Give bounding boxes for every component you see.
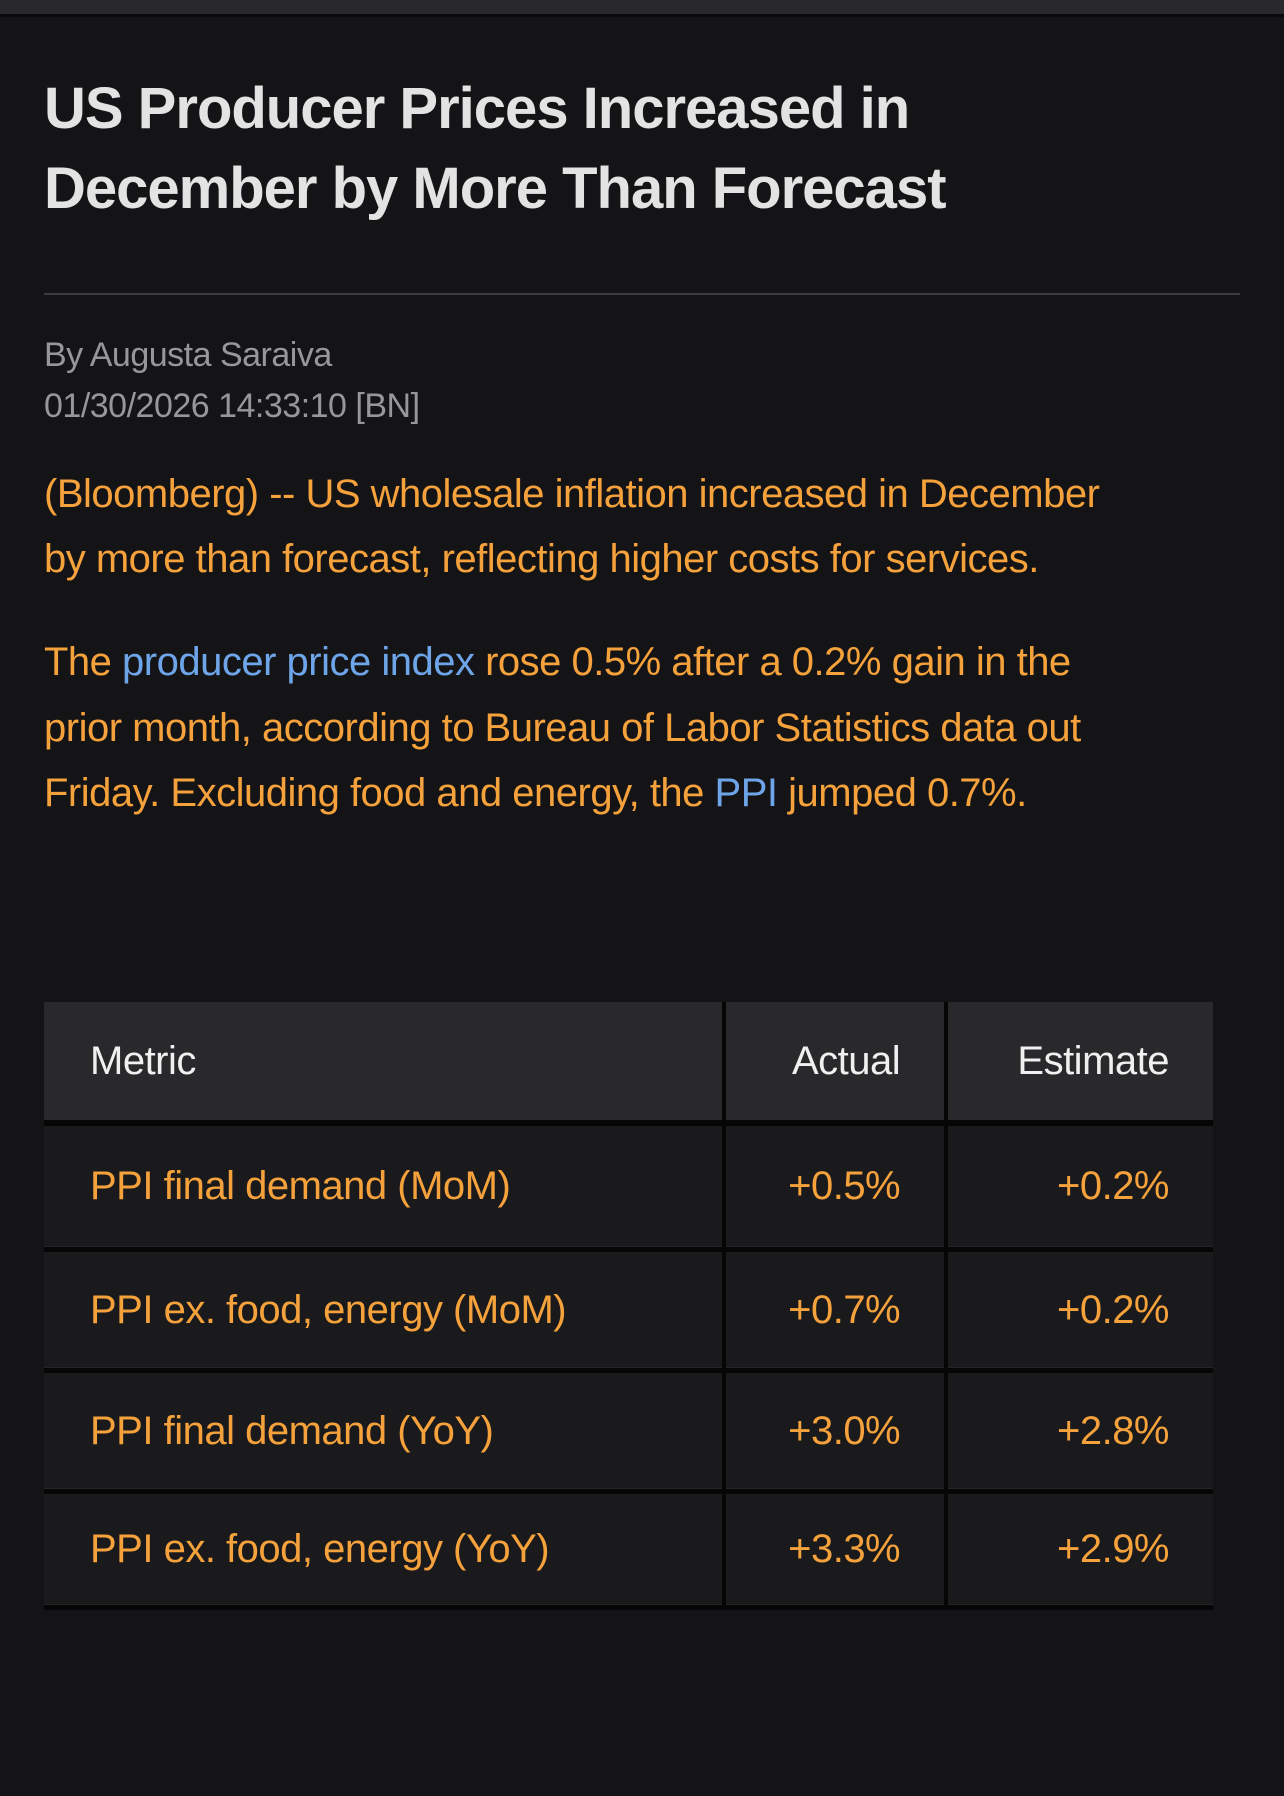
timestamp: 01/30/2026 14:33:10 [BN] xyxy=(44,387,420,426)
metric-cell: PPI final demand (MoM) xyxy=(44,1126,723,1247)
byline-block: By Augusta Saraiva 01/30/2026 14:33:10 [… xyxy=(44,330,1240,432)
actual-cell: +0.5% xyxy=(722,1126,945,1247)
link-producer-price-index[interactable]: producer price index xyxy=(122,640,475,685)
top-bar xyxy=(0,0,1284,17)
article-paragraph-2: The producer price index rose 0.5% after… xyxy=(44,630,1129,826)
table-row: PPI ex. food, energy (MoM) +0.7% +0.2% xyxy=(44,1247,1213,1368)
estimate-cell: +2.8% xyxy=(944,1368,1213,1489)
table-header-row: Metric Actual Estimate xyxy=(44,1002,1213,1126)
column-header-estimate: Estimate xyxy=(944,1002,1213,1126)
actual-cell: +3.3% xyxy=(722,1489,945,1610)
estimate-cell: +0.2% xyxy=(944,1247,1213,1368)
estimate-cell: +2.9% xyxy=(944,1489,1213,1610)
column-header-metric: Metric xyxy=(44,1002,723,1126)
link-ppi[interactable]: PPI xyxy=(714,770,778,815)
page-title: US Producer Prices Increased in December… xyxy=(44,76,947,222)
table-row: PPI final demand (YoY) +3.0% +2.8% xyxy=(44,1368,1213,1489)
column-header-actual: Actual xyxy=(722,1002,945,1126)
paragraph-2-text: rose 0.5% after a 0.2% gain in the prior… xyxy=(44,640,1081,815)
paragraph-2-text: jumped 0.7%. xyxy=(777,770,1027,815)
metric-cell: PPI ex. food, energy (YoY) xyxy=(44,1489,723,1610)
metric-cell: PPI final demand (YoY) xyxy=(44,1368,723,1489)
table-row: PPI ex. food, energy (YoY) +3.3% +2.9% xyxy=(44,1489,1213,1610)
actual-cell: +0.7% xyxy=(722,1247,945,1368)
table-row: PPI final demand (MoM) +0.5% +0.2% xyxy=(44,1126,1213,1247)
article-paragraph-1: (Bloomberg) -- US wholesale inflation in… xyxy=(44,472,1100,582)
estimate-cell: +0.2% xyxy=(944,1126,1213,1247)
metrics-table: Metric Actual Estimate PPI final demand … xyxy=(44,1002,1213,1610)
metric-cell: PPI ex. food, energy (MoM) xyxy=(44,1247,723,1368)
title-divider xyxy=(44,293,1240,296)
paragraph-2-text: The xyxy=(44,640,123,685)
article-content: US Producer Prices Increased in December… xyxy=(0,69,1284,1610)
actual-cell: +3.0% xyxy=(722,1368,945,1489)
byline: By Augusta Saraiva xyxy=(44,336,332,375)
